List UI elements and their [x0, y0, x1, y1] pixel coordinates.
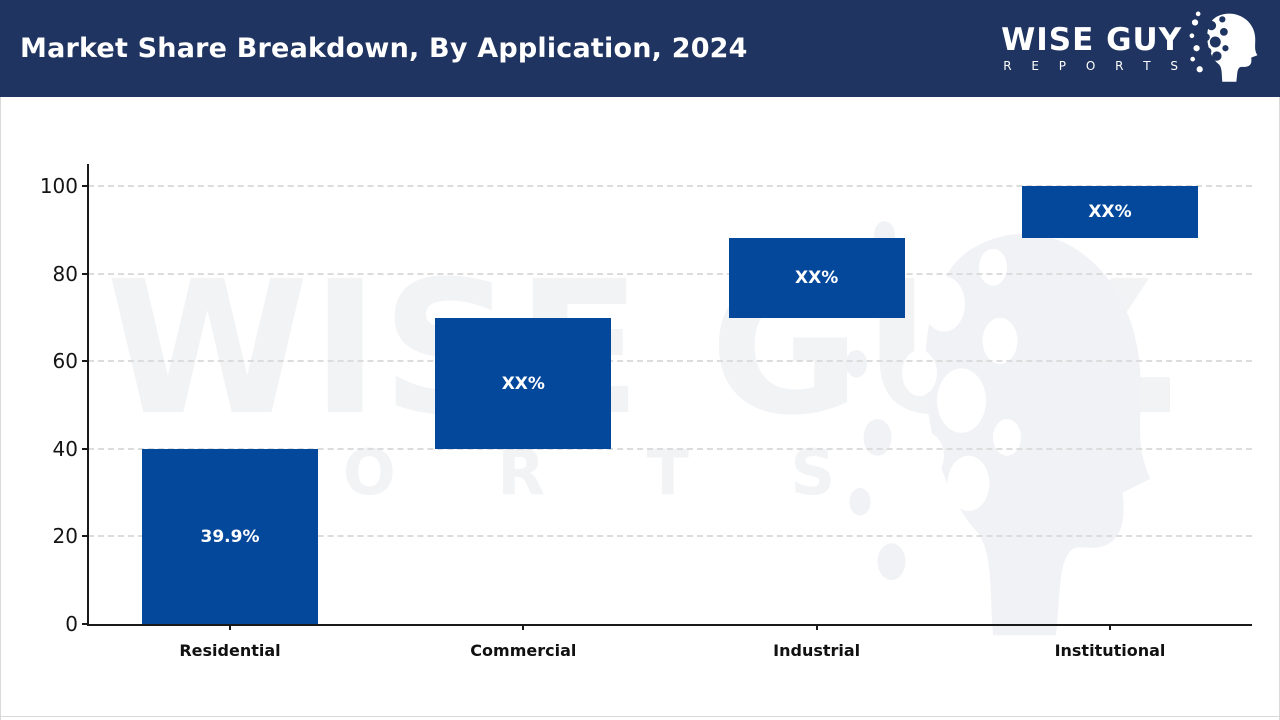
y-axis-tick-label: 20	[52, 524, 78, 549]
y-axis-tick-label: 100	[39, 174, 78, 198]
y-tick-mark	[82, 272, 88, 275]
bar-segment	[728, 238, 905, 318]
header: Market Share Breakdown, By Application, …	[0, 0, 1280, 97]
gridline	[88, 447, 1252, 450]
logo-wordmark: WISE GUY	[1001, 22, 1183, 59]
bar-value-label: XX%	[501, 373, 545, 394]
y-axis-line	[87, 164, 89, 626]
gridline	[88, 535, 1252, 538]
x-axis-category-label: Industrial	[773, 641, 861, 660]
x-tick-mark	[229, 624, 231, 630]
logo-subtext: R E P O R T S	[1003, 58, 1186, 73]
page-title: Market Share Breakdown, By Application, …	[20, 33, 748, 64]
x-tick-mark	[1108, 624, 1111, 630]
bar-value-label: 39.9%	[200, 526, 260, 547]
y-tick-mark	[82, 535, 88, 538]
x-axis-category-label: Residential	[179, 641, 281, 660]
y-axis-tick-label: 40	[52, 436, 78, 461]
bottom-border	[0, 716, 1280, 717]
y-axis-tick-label: 0	[65, 612, 78, 636]
bar-segment	[142, 449, 318, 624]
gridline	[88, 185, 1252, 187]
y-tick-mark	[82, 360, 88, 363]
y-axis-tick-label: 60	[52, 349, 78, 374]
bar-segment	[1021, 186, 1198, 239]
gridline	[88, 272, 1252, 275]
bar-value-label: XX%	[795, 267, 839, 288]
wise-guy-logo: WISE GUY R E P O R T S	[997, 9, 1266, 89]
x-axis-category-label: Commercial	[470, 641, 577, 660]
x-tick-mark	[522, 624, 525, 630]
y-tick-mark	[82, 623, 88, 625]
gridline	[88, 360, 1252, 363]
x-axis-category-label: Institutional	[1054, 641, 1166, 660]
y-axis-tick-label: 80	[52, 261, 78, 286]
y-tick-mark	[82, 185, 88, 187]
y-tick-mark	[82, 447, 88, 450]
bar-value-label: XX%	[1088, 202, 1132, 223]
logo-text: WISE GUY R E P O R T S	[997, 24, 1186, 73]
bar-segment	[435, 317, 612, 450]
x-axis-line	[88, 624, 1252, 626]
dotted-head-icon	[1189, 11, 1258, 82]
x-tick-mark	[815, 624, 818, 630]
